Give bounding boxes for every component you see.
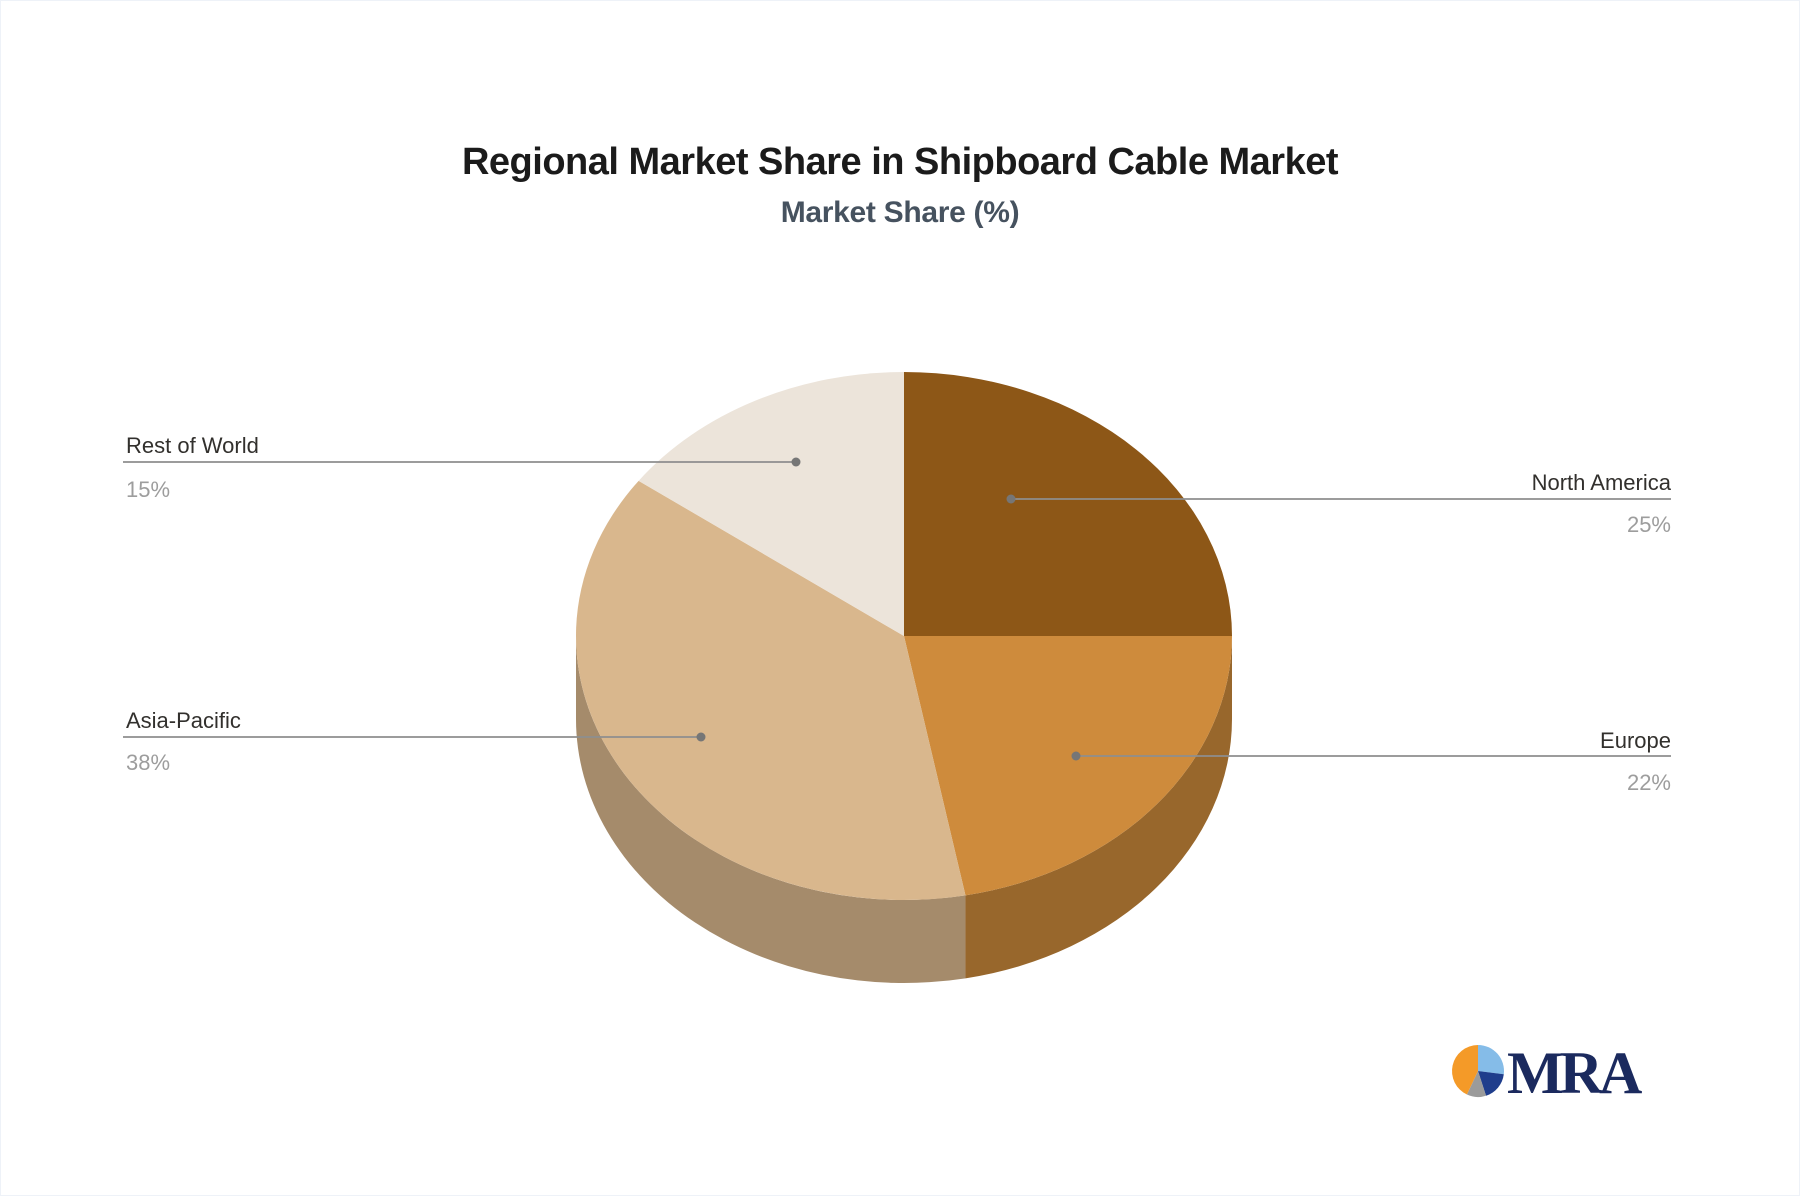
slice-label: Asia-Pacific — [126, 708, 241, 733]
pie-slices — [576, 372, 1232, 900]
slice-label: North America — [1532, 470, 1672, 495]
chart-title: Regional Market Share in Shipboard Cable… — [461, 141, 1339, 183]
pie-3d-sides — [576, 636, 1232, 984]
brand-logo: MRA — [1451, 1040, 1646, 1106]
pie-slice-europe — [904, 636, 1232, 896]
slice-percent-label: 25% — [1627, 512, 1671, 537]
pie-slice-north-america — [904, 372, 1232, 636]
slice-label: Rest of World — [126, 433, 259, 458]
chart-subtitle: Market Share (%) — [780, 196, 1020, 229]
logo-pie-slice — [1451, 1045, 1478, 1095]
logo-pie-icon — [1451, 1045, 1504, 1097]
slice-percent-label: 15% — [126, 477, 170, 502]
callout-dot — [791, 457, 801, 467]
pie-slice-rest-of-world — [638, 372, 904, 636]
callout-dot — [696, 732, 706, 742]
callout-dot — [1006, 494, 1016, 504]
pie-slice-asia-pacific — [576, 480, 966, 900]
slice-percent-label: 38% — [126, 750, 170, 775]
slice-percent-label: 22% — [1627, 770, 1671, 795]
logo-text: MRA — [1507, 1040, 1642, 1106]
logo-pie-slice — [1478, 1045, 1504, 1075]
callout-dot — [1071, 751, 1081, 761]
slice-label: Europe — [1600, 728, 1671, 753]
pie-slice-side-asia-pacific — [576, 636, 966, 984]
logo-pie-slice — [1466, 1071, 1487, 1097]
slice-callouts: North America 25% Europe 22% Asia-Pacific 38%… — [123, 433, 1672, 795]
logo-pie-slice — [1478, 1071, 1504, 1096]
pie-slice-side-europe — [965, 636, 1232, 979]
